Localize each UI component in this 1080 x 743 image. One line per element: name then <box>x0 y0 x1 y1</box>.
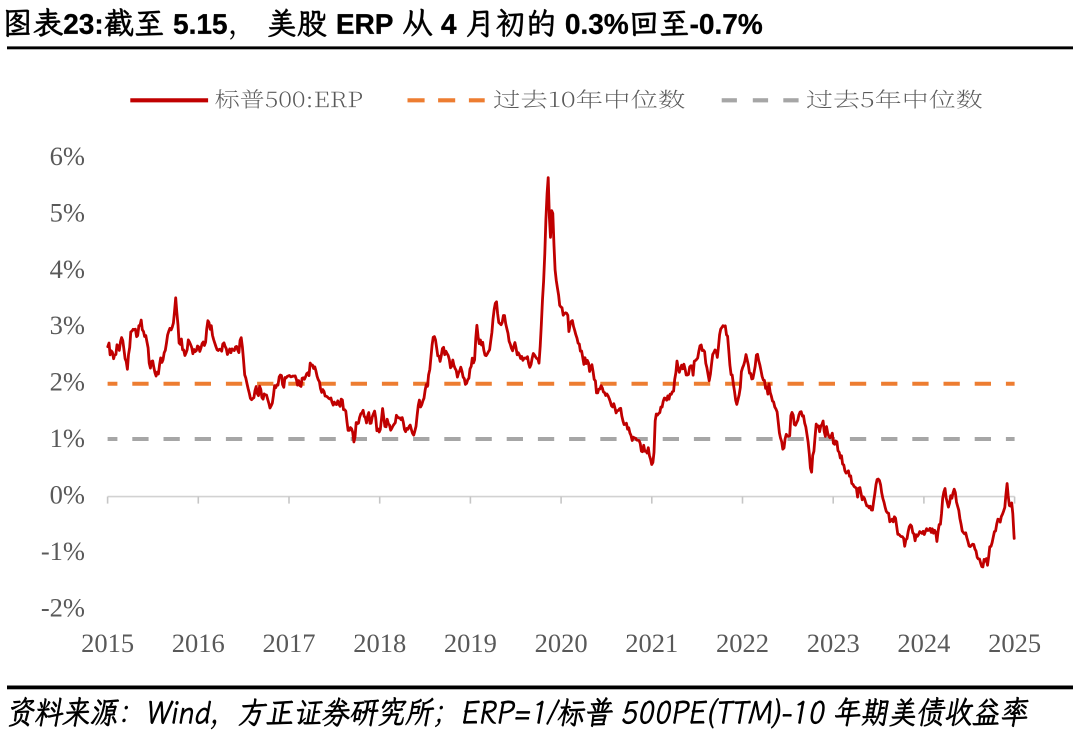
svg-text:2017: 2017 <box>263 628 316 658</box>
svg-text:2016: 2016 <box>172 628 225 658</box>
svg-text:2015: 2015 <box>81 628 134 658</box>
svg-text:-1%: -1% <box>41 536 85 566</box>
svg-text:-2%: -2% <box>41 593 85 623</box>
svg-text:2025: 2025 <box>988 628 1041 658</box>
svg-text:6%: 6% <box>50 141 85 171</box>
svg-text:0%: 0% <box>50 480 85 510</box>
svg-text:2018: 2018 <box>353 628 406 658</box>
svg-text:2019: 2019 <box>444 628 497 658</box>
svg-text:2022: 2022 <box>716 628 769 658</box>
svg-text:1%: 1% <box>50 423 85 453</box>
svg-text:2024: 2024 <box>897 628 950 658</box>
svg-text:2021: 2021 <box>625 628 678 658</box>
svg-text:4%: 4% <box>50 254 85 284</box>
svg-text:2023: 2023 <box>807 628 860 658</box>
svg-text:3%: 3% <box>50 310 85 340</box>
svg-text:5%: 5% <box>50 197 85 227</box>
svg-text:2%: 2% <box>50 367 85 397</box>
svg-text:2020: 2020 <box>535 628 588 658</box>
